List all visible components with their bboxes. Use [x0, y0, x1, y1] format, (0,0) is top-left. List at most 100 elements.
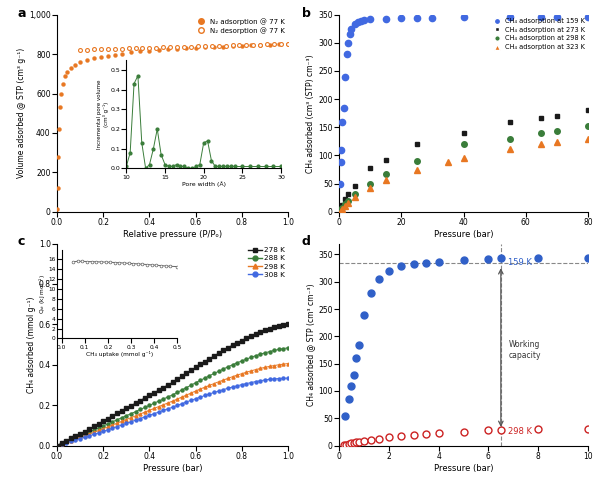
- N₂ desorption @ 77 K: [243, 42, 250, 48]
- N₂ adsorption @ 77 K: [91, 56, 98, 61]
- 308 K: [220, 387, 227, 393]
- N₂ desorption @ 77 K: [160, 44, 167, 50]
- 298 K: [53, 443, 61, 449]
- 298 K: [220, 377, 227, 383]
- N₂ desorption @ 77 K: [111, 46, 118, 52]
- N₂ desorption @ 77 K: [201, 43, 208, 49]
- 288 K: [123, 413, 130, 419]
- N₂ desorption @ 77 K: [125, 45, 132, 51]
- N₂ adsorption @ 77 K: [83, 57, 91, 63]
- 278 K: [53, 443, 61, 449]
- N₂ desorption @ 77 K: [83, 47, 91, 53]
- N₂ adsorption @ 77 K: [59, 81, 67, 87]
- N₂ desorption @ 77 K: [139, 45, 146, 51]
- N₂ adsorption @ 77 K: [183, 45, 190, 51]
- Y-axis label: CH₄ adsorbed (mmol g⁻¹): CH₄ adsorbed (mmol g⁻¹): [27, 296, 36, 393]
- N₂ adsorption @ 77 K: [127, 50, 134, 56]
- Legend: N₂ adsorption @ 77 K, N₂ desorption @ 77 K: N₂ adsorption @ 77 K, N₂ desorption @ 77…: [194, 18, 284, 34]
- Y-axis label: Volume adsorbed @ STP (cm³ g⁻¹): Volume adsorbed @ STP (cm³ g⁻¹): [17, 48, 26, 178]
- N₂ desorption @ 77 K: [284, 41, 292, 47]
- 278 K: [127, 403, 134, 409]
- N₂ desorption @ 77 K: [229, 42, 236, 48]
- N₂ adsorption @ 77 K: [201, 44, 208, 50]
- N₂ adsorption @ 77 K: [146, 48, 153, 54]
- N₂ adsorption @ 77 K: [118, 51, 125, 57]
- 298 K: [206, 382, 213, 388]
- Text: d: d: [302, 235, 311, 248]
- N₂ adsorption @ 77 K: [72, 62, 79, 68]
- Line: 288 K: 288 K: [55, 346, 290, 447]
- 288 K: [127, 411, 134, 416]
- N₂ desorption @ 77 K: [215, 43, 222, 49]
- N₂ desorption @ 77 K: [181, 44, 188, 50]
- N₂ adsorption @ 77 K: [155, 47, 162, 53]
- N₂ desorption @ 77 K: [173, 44, 181, 50]
- Y-axis label: CH₄ adsorbed (cm³ (STP) cm⁻³): CH₄ adsorbed (cm³ (STP) cm⁻³): [307, 54, 316, 172]
- 298 K: [280, 361, 287, 367]
- 308 K: [53, 443, 61, 449]
- Text: 298 K: 298 K: [508, 427, 532, 436]
- Line: 278 K: 278 K: [55, 322, 290, 447]
- N₂ desorption @ 77 K: [77, 47, 84, 53]
- N₂ desorption @ 77 K: [222, 43, 229, 49]
- N₂ desorption @ 77 K: [104, 46, 112, 52]
- N₂ adsorption @ 77 K: [97, 54, 104, 60]
- N₂ adsorption @ 77 K: [238, 43, 245, 49]
- 298 K: [127, 415, 134, 421]
- 308 K: [104, 427, 112, 433]
- 308 K: [206, 391, 213, 397]
- Line: N₂ desorption @ 77 K: N₂ desorption @ 77 K: [78, 42, 290, 52]
- 308 K: [123, 420, 130, 426]
- 278 K: [123, 405, 130, 411]
- Text: 159 K: 159 K: [508, 258, 532, 267]
- X-axis label: Pressure (bar): Pressure (bar): [434, 230, 493, 239]
- N₂ desorption @ 77 K: [132, 45, 139, 51]
- N₂ adsorption @ 77 K: [137, 48, 144, 54]
- N₂ desorption @ 77 K: [236, 42, 243, 48]
- 278 K: [284, 321, 292, 327]
- N₂ adsorption @ 77 K: [61, 73, 68, 79]
- 278 K: [220, 347, 227, 353]
- Text: b: b: [302, 7, 311, 19]
- N₂ adsorption @ 77 K: [56, 104, 64, 110]
- Line: N₂ adsorption @ 77 K: N₂ adsorption @ 77 K: [55, 42, 290, 211]
- N₂ adsorption @ 77 K: [220, 44, 227, 50]
- 298 K: [123, 416, 130, 422]
- Text: a: a: [18, 7, 26, 19]
- N₂ adsorption @ 77 K: [266, 42, 273, 48]
- Text: c: c: [18, 235, 25, 248]
- N₂ adsorption @ 77 K: [211, 44, 218, 50]
- N₂ adsorption @ 77 K: [67, 65, 74, 71]
- Line: 308 K: 308 K: [55, 376, 290, 447]
- 308 K: [127, 419, 134, 425]
- Y-axis label: CH₄ adsorbed @ STP (cm³ cm⁻³): CH₄ adsorbed @ STP (cm³ cm⁻³): [307, 283, 316, 406]
- N₂ desorption @ 77 K: [271, 41, 278, 47]
- N₂ adsorption @ 77 K: [192, 45, 199, 51]
- 278 K: [104, 415, 112, 421]
- Line: 298 K: 298 K: [55, 362, 290, 447]
- N₂ adsorption @ 77 K: [173, 46, 181, 52]
- N₂ desorption @ 77 K: [146, 45, 153, 51]
- N₂ desorption @ 77 K: [153, 45, 160, 51]
- N₂ desorption @ 77 K: [250, 42, 257, 48]
- Legend: 278 K, 288 K, 298 K, 308 K: 278 K, 288 K, 298 K, 308 K: [248, 247, 284, 278]
- N₂ adsorption @ 77 K: [54, 185, 61, 191]
- N₂ adsorption @ 77 K: [77, 59, 84, 65]
- 308 K: [284, 375, 292, 381]
- Text: Working
capacity: Working capacity: [508, 340, 541, 360]
- N₂ desorption @ 77 K: [194, 43, 202, 49]
- N₂ desorption @ 77 K: [263, 41, 271, 47]
- 278 K: [206, 356, 213, 362]
- 298 K: [284, 361, 292, 367]
- 278 K: [280, 322, 287, 328]
- 308 K: [280, 375, 287, 381]
- 298 K: [104, 424, 112, 430]
- N₂ adsorption @ 77 K: [284, 41, 292, 47]
- N₂ desorption @ 77 K: [118, 46, 125, 52]
- N₂ adsorption @ 77 K: [64, 69, 71, 75]
- N₂ adsorption @ 77 K: [229, 43, 236, 49]
- N₂ adsorption @ 77 K: [55, 126, 62, 132]
- N₂ adsorption @ 77 K: [111, 52, 118, 58]
- N₂ desorption @ 77 K: [167, 44, 174, 50]
- 288 K: [53, 443, 61, 449]
